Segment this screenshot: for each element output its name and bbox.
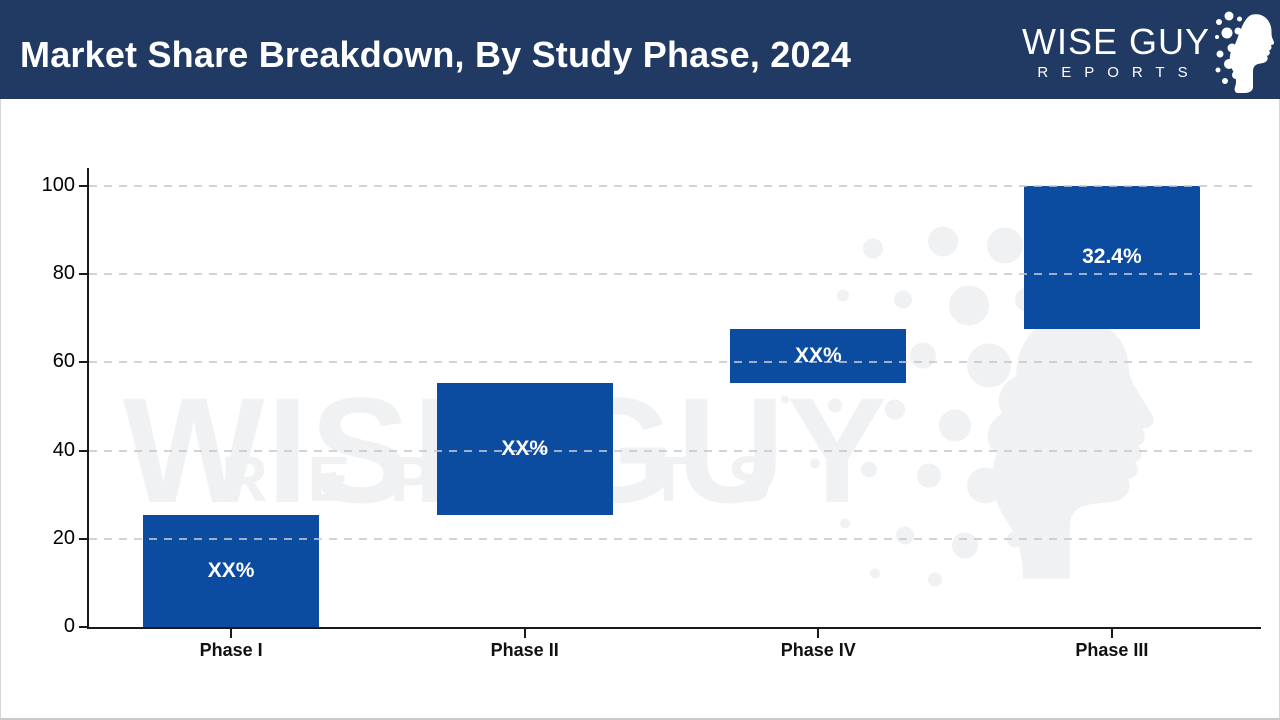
y-axis-tick: [79, 273, 88, 276]
bar: [1023, 186, 1200, 329]
y-axis-tick: [79, 537, 88, 540]
bar: [143, 515, 320, 627]
x-axis-tick: [523, 629, 526, 638]
gridline: [89, 185, 1259, 187]
x-axis-tick: [230, 629, 233, 638]
bar-value-label: XX%: [794, 344, 842, 367]
gridline: [89, 449, 1259, 452]
y-tick-label: 80: [52, 262, 75, 285]
y-axis-line: [87, 168, 89, 629]
header-bar: Market Share Breakdown, By Study Phase, …: [0, 0, 1280, 99]
x-category-label: Phase III: [1075, 640, 1149, 660]
y-tick-label: 60: [52, 350, 75, 373]
x-axis-tick: [1110, 629, 1113, 638]
bar: [730, 328, 907, 384]
bar-value-label: 32.4%: [1082, 245, 1142, 269]
y-axis-tick: [79, 449, 88, 452]
brand-name: WISE GUY: [1021, 20, 1210, 62]
y-tick-label: 100: [41, 174, 75, 196]
y-axis-tick: [79, 361, 88, 364]
x-axis-line: [87, 627, 1261, 629]
gridline: [89, 537, 1259, 540]
bar: [436, 383, 613, 516]
x-axis-tick: [817, 629, 820, 638]
head-profile-dots-icon: [1215, 11, 1274, 93]
y-axis-tick: [79, 185, 88, 187]
page-title: Market Share Breakdown, By Study Phase, …: [20, 33, 852, 75]
bar-value-label: XX%: [501, 437, 549, 461]
x-category-label: Phase I: [199, 640, 263, 660]
y-axis-tick: [79, 626, 88, 628]
y-tick-label: 20: [52, 526, 75, 549]
gridline: [89, 273, 1259, 276]
x-category-label: Phase IV: [780, 640, 856, 660]
brand-logo: WISE GUY REPORTS: [1022, 11, 1274, 93]
brand-logo-text: WISE GUY REPORTS: [1021, 20, 1210, 81]
gridline: [89, 361, 1259, 364]
x-category-label: Phase II: [490, 640, 559, 660]
y-tick-label: 0: [63, 615, 75, 637]
y-tick-label: 40: [52, 438, 75, 461]
brand-subname: REPORTS: [1037, 63, 1201, 81]
bar-value-label: XX%: [207, 559, 255, 583]
